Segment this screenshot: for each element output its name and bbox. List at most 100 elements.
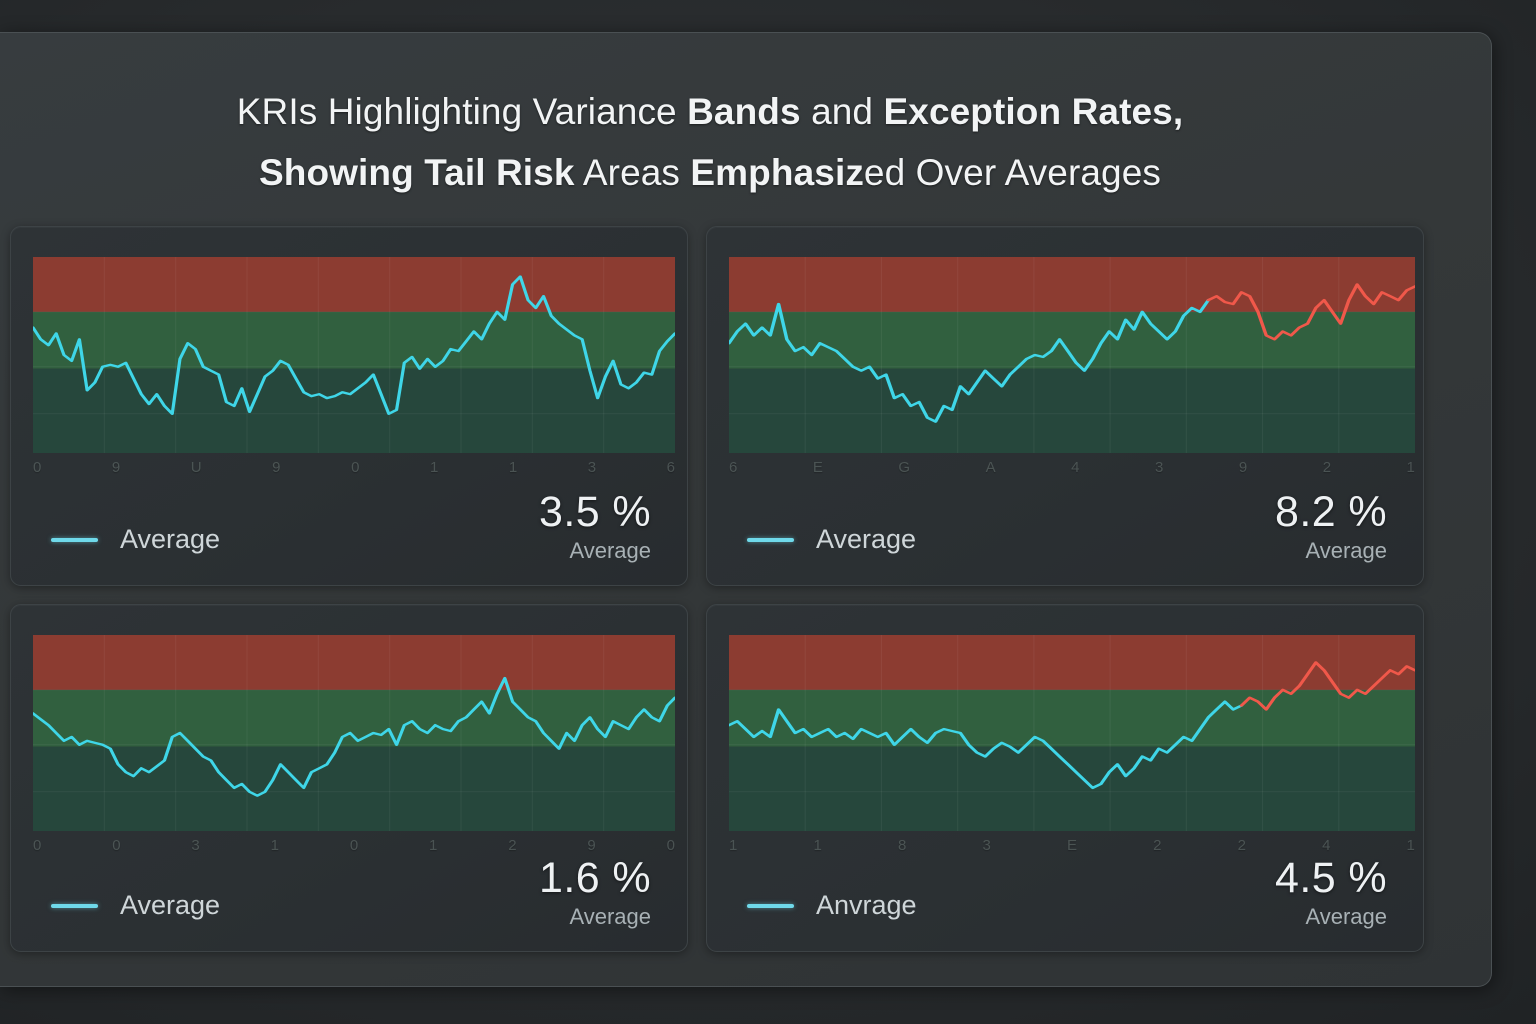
title-segment: Bands <box>687 91 801 132</box>
kri-card[interactable]: 1 1 8 3 E 2 2 4 1 Anvrage 4.5 % Average <box>706 604 1424 952</box>
variance-band-tail-risk <box>33 257 675 312</box>
title-segment: Exception Rates, <box>883 91 1184 132</box>
kpi-block: 4.5 % Average <box>1275 855 1387 931</box>
x-axis-tick-label: A <box>985 459 996 476</box>
x-axis-tick-label: 3 <box>982 837 991 854</box>
x-axis-tick-label: 2 <box>1153 837 1162 854</box>
chart-gridlines <box>729 635 1415 831</box>
kri-card-grid: 0 9 U 9 0 1 1 3 6 Average 3.5 % Average 6 E G A 4 3 9 2 1 Ave… <box>10 226 1482 971</box>
x-axis-tick-label: 1 <box>429 837 438 854</box>
legend-label: Average <box>120 524 221 554</box>
kpi-block: 3.5 % Average <box>539 489 651 565</box>
chart-legend[interactable]: Average <box>747 524 916 555</box>
x-axis-tick-label: 1 <box>508 459 518 476</box>
variance-band-variance-lower <box>729 746 1415 831</box>
x-axis-tick-label: 3 <box>1154 459 1164 476</box>
kri-card[interactable]: 0 9 U 9 0 1 1 3 6 Average 3.5 % Average <box>10 226 688 586</box>
x-axis-tick-label: 1 <box>429 459 439 476</box>
series-line-exception <box>1239 661 1415 711</box>
kpi-block: 8.2 % Average <box>1275 489 1387 565</box>
chart-plot-area <box>729 257 1415 453</box>
x-axis-tick-label: 0 <box>33 459 42 476</box>
legend-line-icon <box>51 903 98 908</box>
chart-footer: Average 8.2 % Average <box>707 485 1423 585</box>
variance-band-tail-risk <box>729 635 1415 690</box>
x-axis-tick-label: 1 <box>270 837 279 854</box>
x-axis-tick-label: 3 <box>191 837 200 854</box>
kpi-caption: Average <box>569 904 651 929</box>
title-segment: KRIs Highlighting Variance <box>236 91 688 132</box>
x-axis-tick-label: 0 <box>349 837 359 854</box>
chart-legend[interactable]: Anvrage <box>747 890 917 921</box>
x-axis-tick-label: 0 <box>33 837 42 854</box>
x-axis-tick-label: 6 <box>666 459 675 476</box>
kpi-value: 3.5 % <box>539 488 651 536</box>
chart-x-axis: 0 0 3 1 0 1 2 9 0 <box>33 837 675 863</box>
x-axis-tick-label: 9 <box>1238 459 1248 476</box>
legend-label: Average <box>816 524 917 554</box>
x-axis-tick-label: 0 <box>351 459 360 476</box>
chart-legend[interactable]: Average <box>51 890 220 921</box>
variance-band-variance-lower <box>33 746 675 831</box>
legend-line-icon <box>747 537 794 542</box>
kpi-caption: Average <box>569 538 651 563</box>
x-axis-tick-label: 0 <box>666 837 675 854</box>
chart-gridlines <box>33 635 675 831</box>
x-axis-tick-label: 4 <box>1071 459 1080 476</box>
x-axis-tick-label: 4 <box>1322 837 1331 854</box>
dashboard-panel: KRIs Highlighting Variance Bands and Exc… <box>0 32 1492 987</box>
legend-label: Average <box>120 890 221 920</box>
x-axis-tick-label: 9 <box>587 837 596 854</box>
x-axis-tick-label: 2 <box>508 837 517 854</box>
variance-band-variance-upper <box>729 689 1415 747</box>
title-segment: Showing Tail Risk <box>258 152 575 193</box>
x-axis-tick-label: 1 <box>1406 837 1415 854</box>
title-segment: Areas <box>574 152 691 193</box>
x-axis-tick-label: 3 <box>587 459 597 476</box>
title-segment: Emphasiz <box>690 152 864 193</box>
chart-plot-area <box>729 635 1415 831</box>
x-axis-tick-label: E <box>812 459 823 476</box>
x-axis-tick-label: 2 <box>1237 837 1246 854</box>
variance-band-variance-upper <box>729 311 1415 369</box>
chart-gridlines <box>33 257 675 453</box>
kpi-block: 1.6 % Average <box>539 855 651 931</box>
kri-card[interactable]: 0 0 3 1 0 1 2 9 0 Average 1.6 % Average <box>10 604 688 952</box>
chart-x-axis: 0 9 U 9 0 1 1 3 6 <box>33 459 675 485</box>
chart-footer: Anvrage 4.5 % Average <box>707 851 1423 951</box>
x-axis-tick-label: 1 <box>729 837 738 854</box>
chart-plot-area <box>33 635 675 831</box>
chart-x-axis: 6 E G A 4 3 9 2 1 <box>729 459 1415 485</box>
kpi-value: 4.5 % <box>1275 854 1387 902</box>
chart-x-axis: 1 1 8 3 E 2 2 4 1 <box>729 837 1415 863</box>
variance-band-variance-upper <box>33 311 675 369</box>
chart-plot-area <box>33 257 675 453</box>
variance-band-tail-risk <box>33 635 675 690</box>
series-line-average <box>33 676 675 797</box>
series-line-average <box>729 298 1211 423</box>
x-axis-tick-label: G <box>898 459 911 476</box>
kpi-caption: Average <box>1305 538 1387 563</box>
x-axis-tick-label: 0 <box>112 837 121 854</box>
x-axis-tick-label: 1 <box>1406 459 1415 476</box>
variance-band-variance-lower <box>33 368 675 453</box>
x-axis-tick-label: 9 <box>111 459 121 476</box>
series-line-average <box>729 700 1244 790</box>
legend-line-icon <box>51 537 98 542</box>
title-segment: ed Over Averages <box>863 152 1162 193</box>
chart-footer: Average 3.5 % Average <box>11 485 687 585</box>
series-line-average <box>33 275 675 415</box>
page-title-line-1: KRIs Highlighting Variance Bands and Exc… <box>0 81 1420 142</box>
x-axis-tick-label: 6 <box>729 459 738 476</box>
kpi-caption: Average <box>1305 904 1387 929</box>
variance-band-variance-lower <box>729 368 1415 453</box>
legend-line-icon <box>747 903 794 908</box>
x-axis-tick-label: E <box>1066 837 1077 854</box>
x-axis-tick-label: U <box>190 459 202 476</box>
kpi-value: 1.6 % <box>539 854 651 902</box>
chart-legend[interactable]: Average <box>51 524 220 555</box>
x-axis-tick-label: 8 <box>897 837 907 854</box>
legend-label: Anvrage <box>816 890 917 920</box>
kri-card[interactable]: 6 E G A 4 3 9 2 1 Average 8.2 % Average <box>706 226 1424 586</box>
